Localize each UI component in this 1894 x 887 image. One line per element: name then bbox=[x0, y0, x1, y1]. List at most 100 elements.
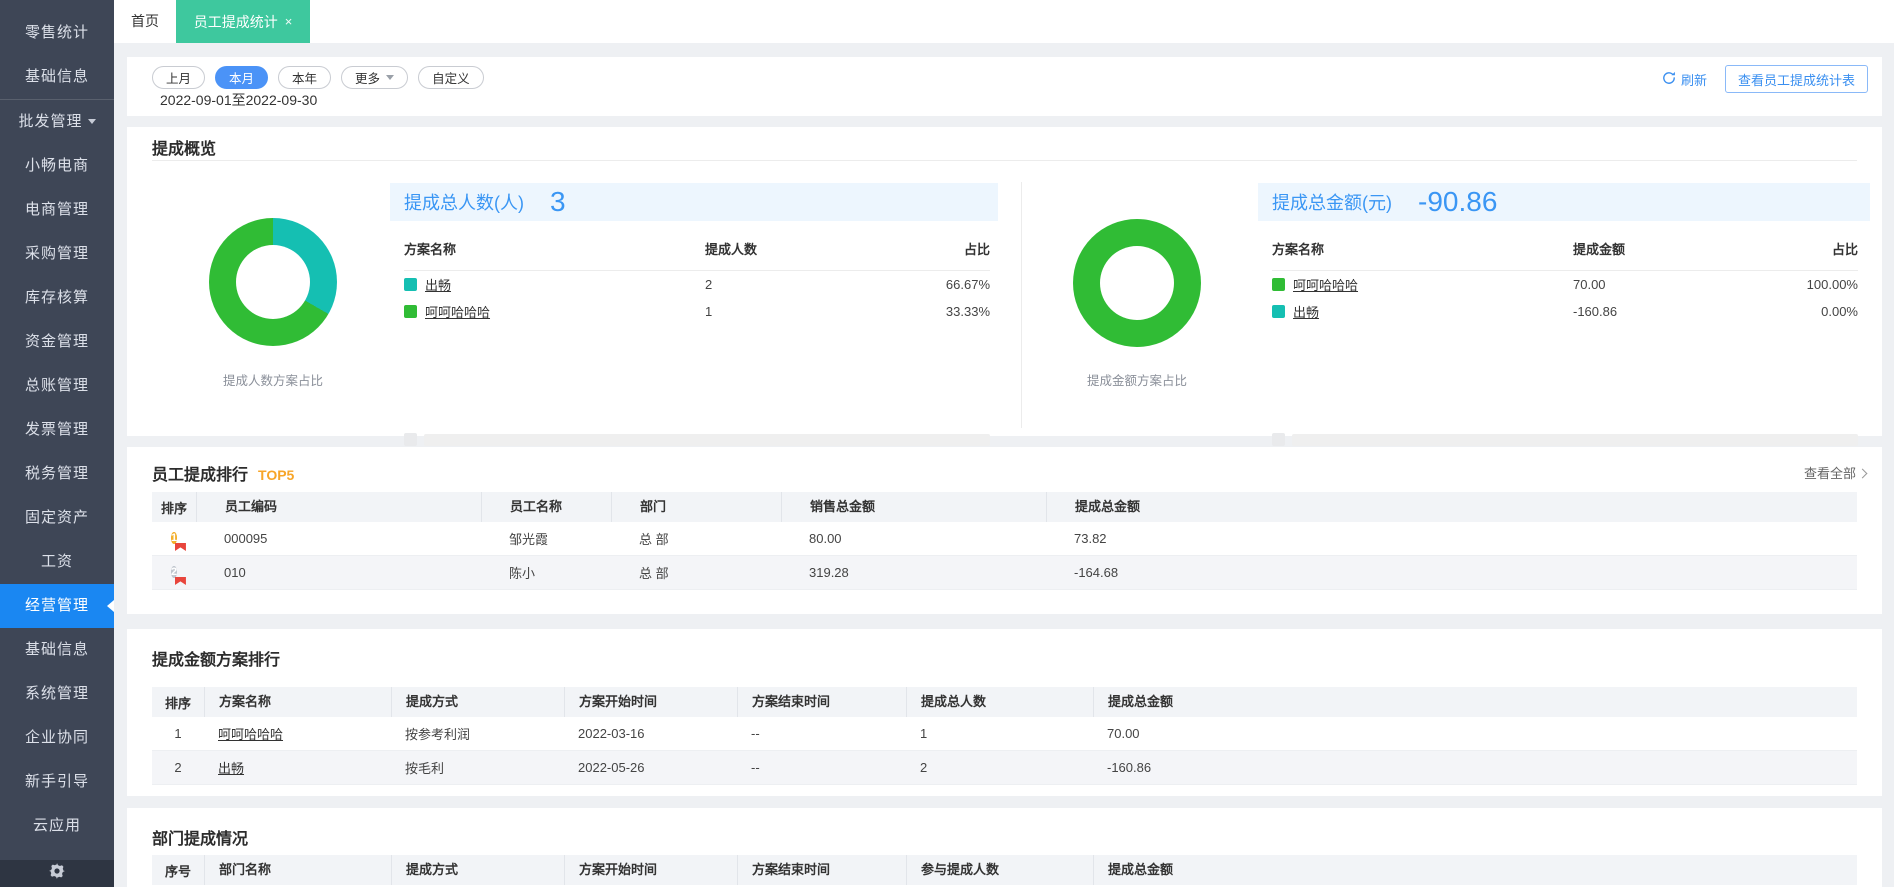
table-row: 2 出畅 按毛利 2022-05-26 -- 2 -160.86 bbox=[152, 751, 1857, 785]
legend-color-swatch bbox=[1272, 278, 1285, 291]
column-header: 提成总金额 bbox=[1046, 492, 1857, 522]
tab-bar: 首页 员工提成统计 × bbox=[114, 0, 1894, 43]
legend-pct: 100.00% bbox=[1806, 277, 1858, 292]
sidebar-item-tax[interactable]: 税务管理 bbox=[24, 465, 89, 482]
sidebar-divider bbox=[0, 99, 114, 100]
column-header: 部门 bbox=[611, 492, 781, 522]
table-row: 1 000095 邹光霞 总 部 80.00 73.82 bbox=[152, 522, 1857, 556]
sidebar-item-wholesale[interactable]: 批发管理 bbox=[0, 100, 114, 144]
sidebar-item-purchasing[interactable]: 采购管理 bbox=[24, 245, 89, 262]
chart-caption: 提成金额方案占比 bbox=[1086, 374, 1187, 388]
column-header: 方案结束时间 bbox=[737, 687, 906, 717]
legend-color-swatch bbox=[404, 278, 417, 291]
legend-row: 呵呵哈哈哈 70.00 100.00% bbox=[1272, 271, 1858, 298]
donut-chart-amount-share bbox=[1073, 219, 1201, 347]
view-all-label: 查看全部 bbox=[1803, 466, 1856, 481]
section-title-overview: 提成概览 bbox=[152, 141, 217, 158]
employee-ranking-table: 排序 员工编码 员工名称 部门 销售总金额 提成总金额 1 000095 邹光霞… bbox=[152, 492, 1857, 590]
chevron-down-icon bbox=[386, 75, 395, 80]
tab-home[interactable]: 首页 bbox=[131, 13, 159, 29]
date-range-text: 2022-09-01至2022-09-30 bbox=[160, 92, 318, 108]
chevron-down-icon bbox=[87, 119, 96, 124]
sidebar-item-enterprise-collab[interactable]: 企业协同 bbox=[24, 729, 89, 746]
view-commission-report-button[interactable]: 查看员工提成统计表 bbox=[1724, 65, 1868, 93]
scheme-link[interactable]: 呵呵哈哈哈 bbox=[1293, 278, 1359, 293]
divider bbox=[152, 160, 1857, 161]
silver-medal-icon: 2 bbox=[170, 566, 178, 578]
divider bbox=[1021, 182, 1022, 428]
column-header: 方案开始时间 bbox=[564, 855, 737, 885]
sidebar-item-fixed-assets[interactable]: 固定资产 bbox=[24, 509, 89, 526]
column-header: 方案开始时间 bbox=[564, 687, 737, 717]
filter-actions: 刷新 查看员工提成统计表 bbox=[1662, 65, 1868, 93]
legend-color-swatch bbox=[404, 305, 417, 318]
scheme-link[interactable]: 呵呵哈哈哈 bbox=[425, 305, 491, 320]
sidebar-item-basic-info[interactable]: 基础信息 bbox=[24, 68, 89, 85]
column-header: 排序 bbox=[164, 695, 191, 711]
cell-total-commission: -164.68 bbox=[1074, 565, 1119, 580]
metric-label: 提成总人数(人) bbox=[404, 193, 524, 213]
column-header: 提成总人数 bbox=[906, 687, 1093, 717]
sidebar-item-cloud-apps[interactable]: 云应用 bbox=[32, 817, 81, 834]
legend-people: 方案名称 提成人数 占比 出畅 2 66.67% 呵呵哈哈哈 1 33.33% bbox=[404, 239, 990, 499]
pill-custom[interactable]: 自定义 bbox=[418, 66, 484, 89]
scheme-link[interactable]: 出畅 bbox=[218, 761, 245, 776]
chevron-right-icon bbox=[1857, 468, 1868, 479]
metric-label: 提成总金额(元) bbox=[1272, 193, 1392, 213]
close-icon[interactable]: × bbox=[284, 14, 293, 29]
cell-employee-name: 陈小 bbox=[509, 566, 536, 581]
cell-method: 按参考利润 bbox=[405, 727, 471, 742]
sidebar-item-business-mgmt[interactable]: 经营管理 bbox=[0, 584, 114, 628]
section-title-scheme-ranking: 提成金额方案排行 bbox=[152, 652, 281, 669]
sidebar-item-invoice[interactable]: 发票管理 bbox=[24, 421, 89, 438]
column-header: 方案结束时间 bbox=[737, 855, 906, 885]
cell-employee-code: 000095 bbox=[224, 531, 268, 546]
sidebar-item-basic-info-2[interactable]: 基础信息 bbox=[24, 641, 89, 658]
cell-total-people: 1 bbox=[920, 726, 928, 741]
sidebar-item-ecommerce[interactable]: 电商管理 bbox=[24, 201, 89, 218]
sidebar-item-retail-stats[interactable]: 零售统计 bbox=[24, 24, 89, 41]
column-header: 提成总金额 bbox=[1093, 687, 1857, 717]
sidebar-item-general-ledger[interactable]: 总账管理 bbox=[24, 377, 89, 394]
sidebar-item-salary[interactable]: 工资 bbox=[40, 553, 73, 570]
chart-caption: 提成人数方案占比 bbox=[222, 374, 323, 388]
view-all-link[interactable]: 查看全部 bbox=[1803, 463, 1868, 482]
sidebar-item-funds[interactable]: 资金管理 bbox=[24, 333, 89, 350]
sidebar-item-beginner-guide[interactable]: 新手引导 bbox=[24, 773, 89, 790]
pill-more[interactable]: 更多 bbox=[341, 66, 409, 89]
legend-pct: 0.00% bbox=[1821, 304, 1858, 319]
column-header: 提成人数 bbox=[705, 242, 758, 257]
donut-chart-people-share bbox=[209, 218, 337, 346]
cell-total-amount: -160.86 bbox=[1107, 760, 1152, 775]
sidebar-item-inventory[interactable]: 库存核算 bbox=[24, 289, 89, 306]
cell-total-amount: 70.00 bbox=[1107, 726, 1140, 741]
column-header: 方案名称 bbox=[1272, 242, 1325, 257]
scheme-link[interactable]: 出畅 bbox=[425, 278, 452, 293]
department-table: 序号 部门名称 提成方式 方案开始时间 方案结束时间 参与提成人数 提成总金额 bbox=[152, 855, 1857, 885]
cell-end-date: -- bbox=[751, 726, 760, 741]
pill-this-year[interactable]: 本年 bbox=[278, 66, 332, 89]
skeleton-row bbox=[1272, 433, 1858, 446]
pill-last-month[interactable]: 上月 bbox=[152, 66, 206, 89]
scheme-link[interactable]: 呵呵哈哈哈 bbox=[218, 727, 284, 742]
column-header: 部门名称 bbox=[204, 855, 391, 885]
cell-employee-code: 010 bbox=[224, 565, 246, 580]
scheme-link[interactable]: 出畅 bbox=[1293, 305, 1320, 320]
employee-ranking-card: 员工提成排行 TOP5 查看全部 排序 员工编码 员工名称 部门 销售总金额 提… bbox=[127, 447, 1882, 614]
pill-this-month[interactable]: 本月 bbox=[215, 66, 269, 89]
legend-row: 出畅 -160.86 0.00% bbox=[1272, 298, 1858, 325]
sidebar-item-system-mgmt[interactable]: 系统管理 bbox=[24, 685, 89, 702]
cell-total-sales: 319.28 bbox=[809, 565, 849, 580]
cell-total-sales: 80.00 bbox=[809, 531, 842, 546]
refresh-button[interactable]: 刷新 bbox=[1662, 70, 1707, 89]
column-header: 销售总金额 bbox=[781, 492, 1046, 522]
sidebar-item-xiaochang-ecom[interactable]: 小畅电商 bbox=[24, 157, 89, 174]
tab-employee-commission-stats[interactable]: 员工提成统计 × bbox=[176, 0, 310, 43]
table-row: 1 呵呵哈哈哈 按参考利润 2022-03-16 -- 1 70.00 bbox=[152, 717, 1857, 751]
column-header: 方案名称 bbox=[404, 242, 457, 257]
column-header: 员工编码 bbox=[196, 492, 481, 522]
legend-header: 方案名称 提成人数 占比 bbox=[404, 239, 990, 271]
cell-start-date: 2022-05-26 bbox=[578, 760, 645, 775]
sidebar-settings-button[interactable] bbox=[0, 860, 114, 887]
